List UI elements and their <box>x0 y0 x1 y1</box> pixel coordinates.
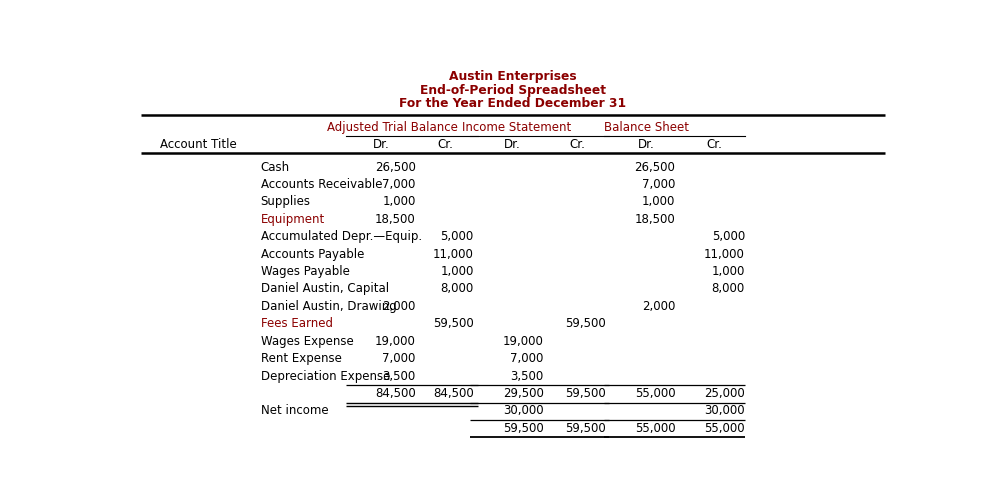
Text: Income Statement: Income Statement <box>462 121 571 134</box>
Text: 84,500: 84,500 <box>375 387 416 400</box>
Text: Daniel Austin, Capital: Daniel Austin, Capital <box>261 282 389 296</box>
Text: 59,500: 59,500 <box>565 387 606 400</box>
Text: 7,000: 7,000 <box>382 352 416 365</box>
Text: Dr.: Dr. <box>372 138 389 151</box>
Text: Supplies: Supplies <box>261 195 311 209</box>
Text: 8,000: 8,000 <box>440 282 474 296</box>
Text: Depreciation Expense: Depreciation Expense <box>261 369 390 383</box>
Text: Accounts Payable: Accounts Payable <box>261 247 364 261</box>
Text: Wages Expense: Wages Expense <box>261 335 353 348</box>
Text: Austin Enterprises: Austin Enterprises <box>449 69 576 83</box>
Text: 29,500: 29,500 <box>503 387 544 400</box>
Text: 3,500: 3,500 <box>382 369 416 383</box>
Text: 1,000: 1,000 <box>712 265 745 278</box>
Text: Dr.: Dr. <box>637 138 654 151</box>
Text: 55,000: 55,000 <box>704 422 745 435</box>
Text: Balance Sheet: Balance Sheet <box>604 121 689 134</box>
Text: 2,000: 2,000 <box>642 300 675 313</box>
Text: 18,500: 18,500 <box>635 213 675 226</box>
Text: 25,000: 25,000 <box>704 387 745 400</box>
Text: Cr.: Cr. <box>569 138 585 151</box>
Text: 26,500: 26,500 <box>634 160 675 174</box>
Text: 5,000: 5,000 <box>440 230 474 243</box>
Text: Cash: Cash <box>261 160 290 174</box>
Text: 55,000: 55,000 <box>635 387 675 400</box>
Text: Account Title: Account Title <box>160 138 237 151</box>
Text: 1,000: 1,000 <box>382 195 416 209</box>
Text: 55,000: 55,000 <box>635 422 675 435</box>
Text: 3,500: 3,500 <box>510 369 544 383</box>
Text: 1,000: 1,000 <box>642 195 675 209</box>
Text: 7,000: 7,000 <box>510 352 544 365</box>
Text: 26,500: 26,500 <box>375 160 416 174</box>
Text: Accumulated Depr.—Equip.: Accumulated Depr.—Equip. <box>261 230 422 243</box>
Text: Wages Payable: Wages Payable <box>261 265 350 278</box>
Text: Adjusted Trial Balance: Adjusted Trial Balance <box>327 121 458 134</box>
Text: 7,000: 7,000 <box>642 178 675 191</box>
Text: 19,000: 19,000 <box>503 335 544 348</box>
Text: For the Year Ended December 31: For the Year Ended December 31 <box>399 97 626 110</box>
Text: 59,500: 59,500 <box>565 422 606 435</box>
Text: 59,500: 59,500 <box>503 422 544 435</box>
Text: Rent Expense: Rent Expense <box>261 352 342 365</box>
Text: 1,000: 1,000 <box>440 265 474 278</box>
Text: 8,000: 8,000 <box>712 282 745 296</box>
Text: Cr.: Cr. <box>706 138 722 151</box>
Text: 18,500: 18,500 <box>375 213 416 226</box>
Text: 7,000: 7,000 <box>382 178 416 191</box>
Text: Dr.: Dr. <box>504 138 521 151</box>
Text: 30,000: 30,000 <box>503 404 544 418</box>
Text: 30,000: 30,000 <box>704 404 745 418</box>
Text: 59,500: 59,500 <box>433 317 474 330</box>
Text: Net income: Net income <box>261 404 328 418</box>
Text: 11,000: 11,000 <box>704 247 745 261</box>
Text: 84,500: 84,500 <box>433 387 474 400</box>
Text: Equipment: Equipment <box>261 213 325 226</box>
Text: 5,000: 5,000 <box>712 230 745 243</box>
Text: Fees Earned: Fees Earned <box>261 317 333 330</box>
Text: End-of-Period Spreadsheet: End-of-Period Spreadsheet <box>420 84 606 96</box>
Text: Daniel Austin, Drawing: Daniel Austin, Drawing <box>261 300 396 313</box>
Text: 2,000: 2,000 <box>382 300 416 313</box>
Text: 11,000: 11,000 <box>433 247 474 261</box>
Text: Accounts Receivable: Accounts Receivable <box>261 178 382 191</box>
Text: Cr.: Cr. <box>437 138 453 151</box>
Text: 59,500: 59,500 <box>565 317 606 330</box>
Text: 19,000: 19,000 <box>375 335 416 348</box>
